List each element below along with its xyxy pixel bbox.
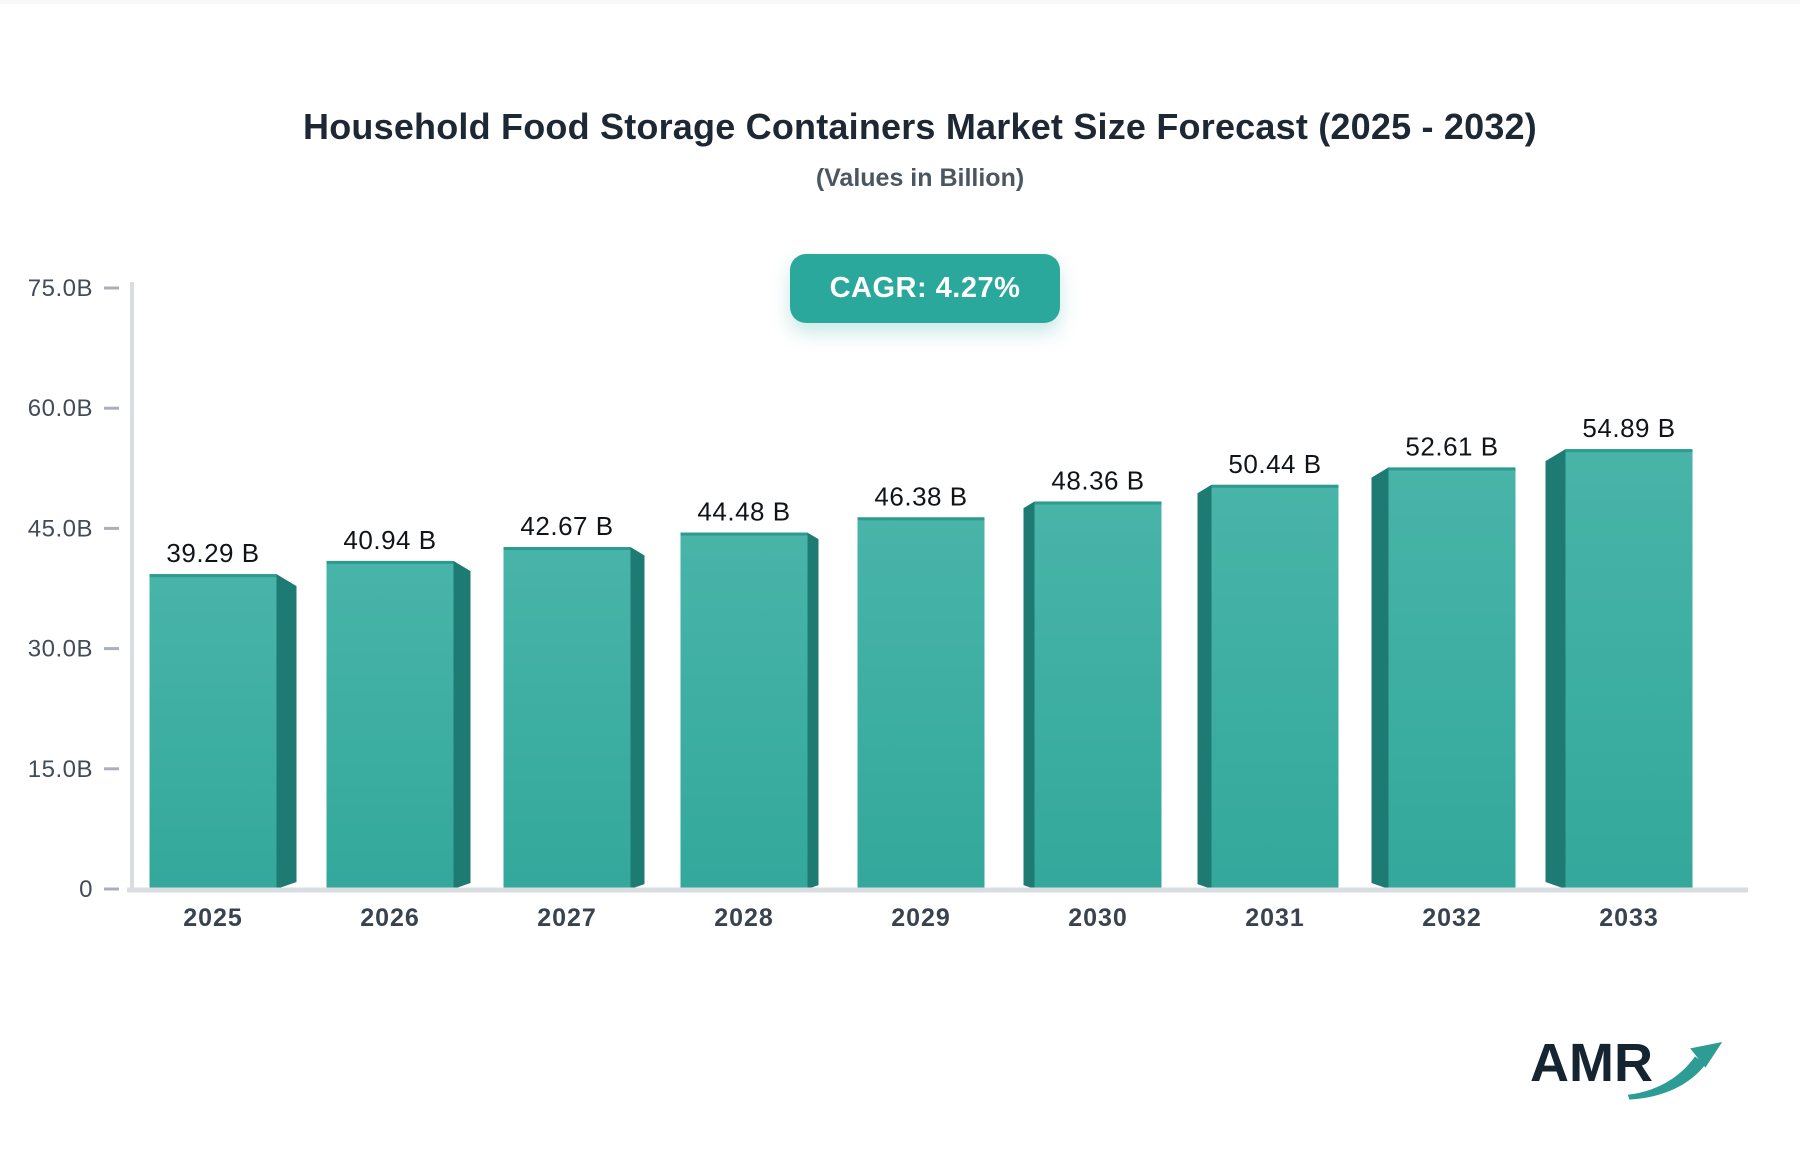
x-category-label: 2025 [183,904,243,932]
x-category-label: 2029 [891,904,951,932]
bar-value-label: 48.36 B [1051,465,1144,495]
x-category-label: 2027 [537,904,597,932]
cagr-badge: CAGR: 4.27% [790,254,1060,323]
bar-side-face [630,547,645,889]
bar-group-2028: 44.48 B 2028 [680,497,819,932]
y-tick-label: 60.0B [28,395,93,422]
bar-value-label: 52.61 B [1405,431,1498,461]
bar-value-label: 42.67 B [520,511,613,541]
bar[interactable] [1565,449,1693,889]
bar-value-label: 50.44 B [1228,449,1321,479]
bar-side-face [453,560,471,889]
bar-top-edge [1211,484,1339,488]
x-category-label: 2033 [1599,904,1659,932]
bar[interactable] [326,560,454,889]
chart-title: Household Food Storage Containers Market… [303,106,1537,147]
bar-value-label: 54.89 B [1582,413,1675,443]
x-category-label: 2031 [1245,904,1305,932]
bar-group-2026: 40.94 B 2026 [326,525,471,932]
x-category-label: 2030 [1068,904,1128,932]
y-tick-label: 45.0B [28,515,93,542]
bar-top-edge [1034,501,1162,505]
brand-logo-text: AMR [1530,1033,1653,1093]
bar-top-edge [1388,467,1516,471]
bar-side-face [1197,484,1212,889]
bar-value-label: 40.94 B [343,525,436,555]
bar-top-edge [857,517,985,521]
bar-group-2025: 39.29 B 2025 [149,538,297,932]
x-category-label: 2032 [1422,904,1482,932]
page-top-edge [0,0,1800,4]
bar-side-face [1371,467,1389,889]
bar-side-face [1545,449,1566,889]
x-category-label: 2026 [360,904,420,932]
bar[interactable] [503,547,631,889]
x-category-label: 2028 [714,904,774,932]
bar-group-2029: 46.38 B 2029 [857,481,985,932]
growth-arrow-swoosh [1627,1056,1706,1100]
bar-group-2030: 48.36 B 2030 [1023,465,1162,932]
bar-top-edge [326,560,454,564]
bar-top-edge [680,532,808,536]
chart-subtitle: (Values in Billion) [815,164,1025,192]
bar-top-edge [1565,449,1693,453]
bar-side-face [1023,501,1035,889]
bar-top-edge [503,547,631,551]
bar-group-2031: 50.44 B 2031 [1197,449,1339,932]
brand-logo: AMR [1530,1036,1727,1108]
y-tick-label: 0 [79,876,93,903]
growth-arrow-icon [1627,1042,1723,1100]
y-tick-label: 30.0B [28,636,93,663]
bar-value-label: 46.38 B [874,481,967,511]
y-tick-label: 75.0B [28,275,93,302]
growth-arrow-head [1690,1042,1723,1068]
bar[interactable] [857,517,985,889]
y-tick-label: 15.0B [28,756,93,783]
bar-value-label: 39.29 B [166,538,259,568]
bar-group-2033: 54.89 B 2033 [1545,413,1693,932]
bar-value-label: 44.48 B [697,497,790,527]
bar-side-face [807,532,819,889]
bar[interactable] [149,574,277,889]
bar-top-edge [149,574,277,578]
bar-group-2032: 52.61 B 2032 [1371,431,1516,932]
bar[interactable] [1034,501,1162,889]
bar[interactable] [1211,484,1339,889]
bar[interactable] [680,532,808,889]
bar-group-2027: 42.67 B 2027 [503,511,645,932]
bar-side-face [276,574,297,889]
bar[interactable] [1388,467,1516,889]
